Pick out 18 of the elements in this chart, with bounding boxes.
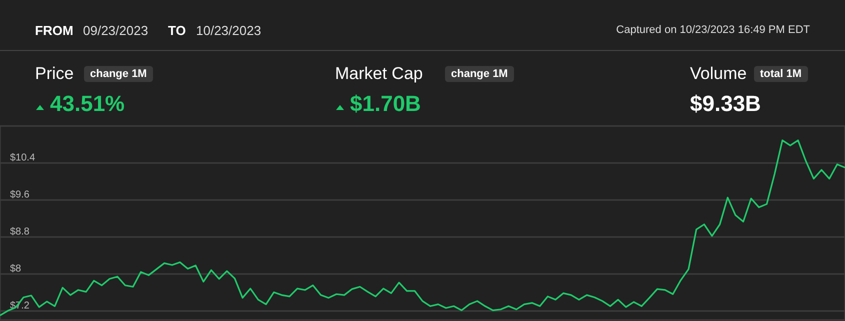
text: $1.70B [350, 91, 421, 117]
y-tick-label: $8.8 [10, 226, 30, 238]
text: TO [168, 23, 186, 38]
text: total 1M [754, 66, 808, 82]
text: Volume [690, 64, 747, 84]
text: change 1M [84, 66, 153, 82]
text: $9.33B [690, 91, 761, 117]
y-tick-label: $8 [10, 263, 22, 274]
y-tick-label: $9.6 [10, 189, 30, 200]
text: 10/23/2023 [196, 23, 262, 38]
text: Captured on 10/23/2023 16:49 PM EDT [616, 24, 810, 36]
text: Market Cap [335, 64, 423, 84]
text: Price [35, 64, 74, 84]
text: 09/23/2023 [83, 23, 148, 38]
text: FROM [35, 23, 74, 38]
text: 43.51% [50, 91, 125, 117]
y-tick-label: $10.4 [10, 152, 36, 164]
text: change 1M [445, 66, 514, 82]
